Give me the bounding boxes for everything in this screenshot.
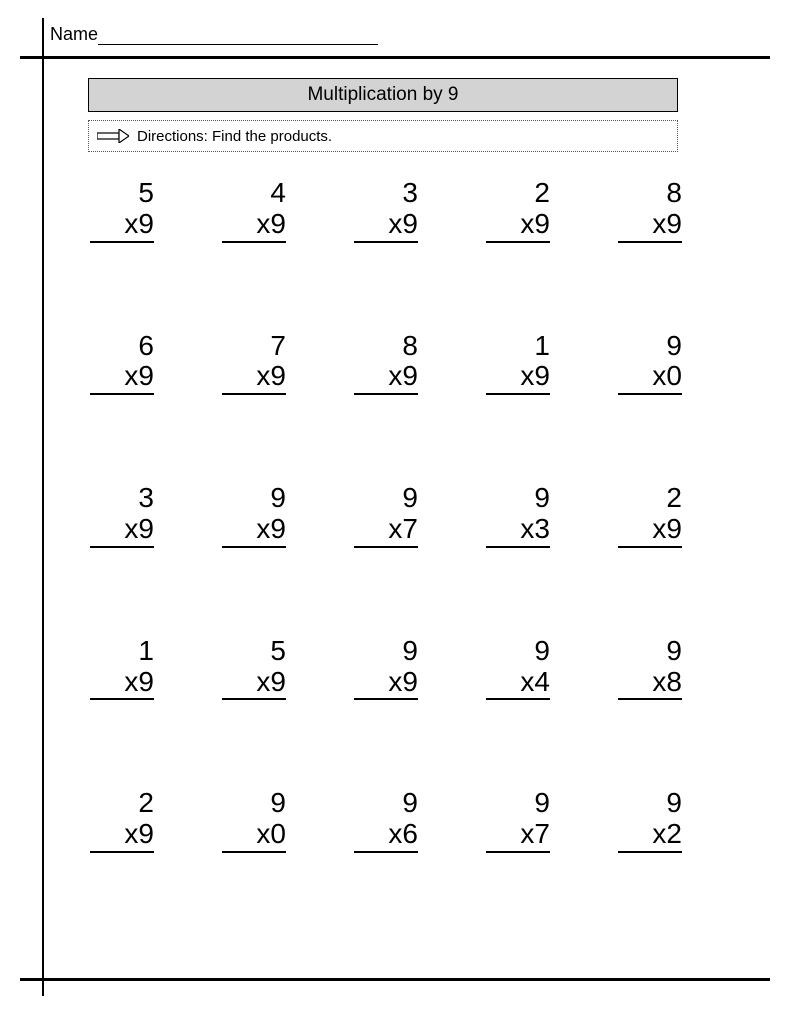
multiplicand: 9 [618, 788, 682, 819]
multiplication-problem: 9x6 [354, 788, 424, 853]
multiplicand: 1 [486, 331, 550, 362]
multiplication-problem: 9x2 [618, 788, 688, 853]
multiplication-problem: 9x8 [618, 636, 688, 701]
directions-text: Directions: Find the products. [137, 128, 332, 145]
multiplier: x9 [486, 361, 550, 395]
name-write-line[interactable] [98, 44, 378, 45]
multiplier: x9 [90, 514, 154, 548]
multiplication-problem: 9x7 [354, 483, 424, 548]
multiplicand: 9 [486, 483, 550, 514]
multiplication-problem: 1x9 [486, 331, 556, 396]
multiplier: x9 [90, 667, 154, 701]
multiplication-problem: 3x9 [354, 178, 424, 243]
multiplier: x3 [486, 514, 550, 548]
multiplicand: 5 [90, 178, 154, 209]
multiplication-problem: 9x7 [486, 788, 556, 853]
multiplication-problem: 8x9 [354, 331, 424, 396]
multiplicand: 9 [486, 636, 550, 667]
multiplier: x9 [354, 209, 418, 243]
multiplier: x9 [354, 667, 418, 701]
multiplication-problem: 9x4 [486, 636, 556, 701]
multiplicand: 9 [222, 788, 286, 819]
multiplier: x9 [90, 819, 154, 853]
multiplier: x9 [90, 361, 154, 395]
multiplier: x7 [354, 514, 418, 548]
multiplier: x6 [354, 819, 418, 853]
multiplier: x2 [618, 819, 682, 853]
multiplication-problem: 5x9 [90, 178, 160, 243]
multiplicand: 9 [618, 636, 682, 667]
multiplication-problem: 6x9 [90, 331, 160, 396]
multiplicand: 5 [222, 636, 286, 667]
multiplicand: 9 [354, 636, 418, 667]
multiplicand: 3 [354, 178, 418, 209]
multiplier: x9 [618, 514, 682, 548]
multiplicand: 3 [90, 483, 154, 514]
problems-grid: 5x94x93x92x98x96x97x98x91x99x03x99x99x79… [70, 178, 730, 853]
multiplication-problem: 9x9 [354, 636, 424, 701]
multiplicand: 9 [486, 788, 550, 819]
multiplicand: 9 [222, 483, 286, 514]
worksheet-title-box: Multiplication by 9 [88, 78, 678, 112]
name-label: Name [50, 24, 98, 44]
multiplier: x9 [222, 667, 286, 701]
multiplier: x8 [618, 667, 682, 701]
multiplication-problem: 1x9 [90, 636, 160, 701]
multiplicand: 7 [222, 331, 286, 362]
multiplicand: 4 [222, 178, 286, 209]
multiplier: x9 [90, 209, 154, 243]
multiplication-problem: 2x9 [486, 178, 556, 243]
multiplier: x9 [222, 361, 286, 395]
multiplication-problem: 9x9 [222, 483, 292, 548]
multiplication-problem: 3x9 [90, 483, 160, 548]
multiplier: x7 [486, 819, 550, 853]
multiplier: x9 [486, 209, 550, 243]
multiplicand: 2 [618, 483, 682, 514]
multiplier: x9 [222, 514, 286, 548]
right-arrow-icon [97, 129, 129, 143]
multiplicand: 8 [354, 331, 418, 362]
multiplication-problem: 9x0 [222, 788, 292, 853]
multiplication-problem: 9x0 [618, 331, 688, 396]
worksheet-title: Multiplication by 9 [307, 84, 458, 105]
multiplicand: 8 [618, 178, 682, 209]
multiplier: x0 [222, 819, 286, 853]
multiplicand: 9 [354, 483, 418, 514]
multiplication-problem: 4x9 [222, 178, 292, 243]
multiplication-problem: 8x9 [618, 178, 688, 243]
multiplicand: 2 [486, 178, 550, 209]
multiplier: x9 [222, 209, 286, 243]
multiplier: x4 [486, 667, 550, 701]
multiplier: x9 [354, 361, 418, 395]
multiplier: x9 [618, 209, 682, 243]
bottom-horizontal-rule [20, 978, 770, 981]
multiplication-problem: 7x9 [222, 331, 292, 396]
directions-box: Directions: Find the products. [88, 120, 678, 152]
multiplication-problem: 2x9 [90, 788, 160, 853]
name-field-row: Name [50, 24, 378, 45]
multiplicand: 9 [618, 331, 682, 362]
worksheet-page: Name Multiplication by 9 Directions: Fin… [0, 0, 791, 1024]
multiplicand: 6 [90, 331, 154, 362]
top-horizontal-rule [20, 56, 770, 59]
multiplier: x0 [618, 361, 682, 395]
vertical-margin-line [42, 18, 44, 996]
multiplicand: 1 [90, 636, 154, 667]
multiplication-problem: 9x3 [486, 483, 556, 548]
multiplication-problem: 2x9 [618, 483, 688, 548]
multiplicand: 9 [354, 788, 418, 819]
multiplication-problem: 5x9 [222, 636, 292, 701]
multiplicand: 2 [90, 788, 154, 819]
